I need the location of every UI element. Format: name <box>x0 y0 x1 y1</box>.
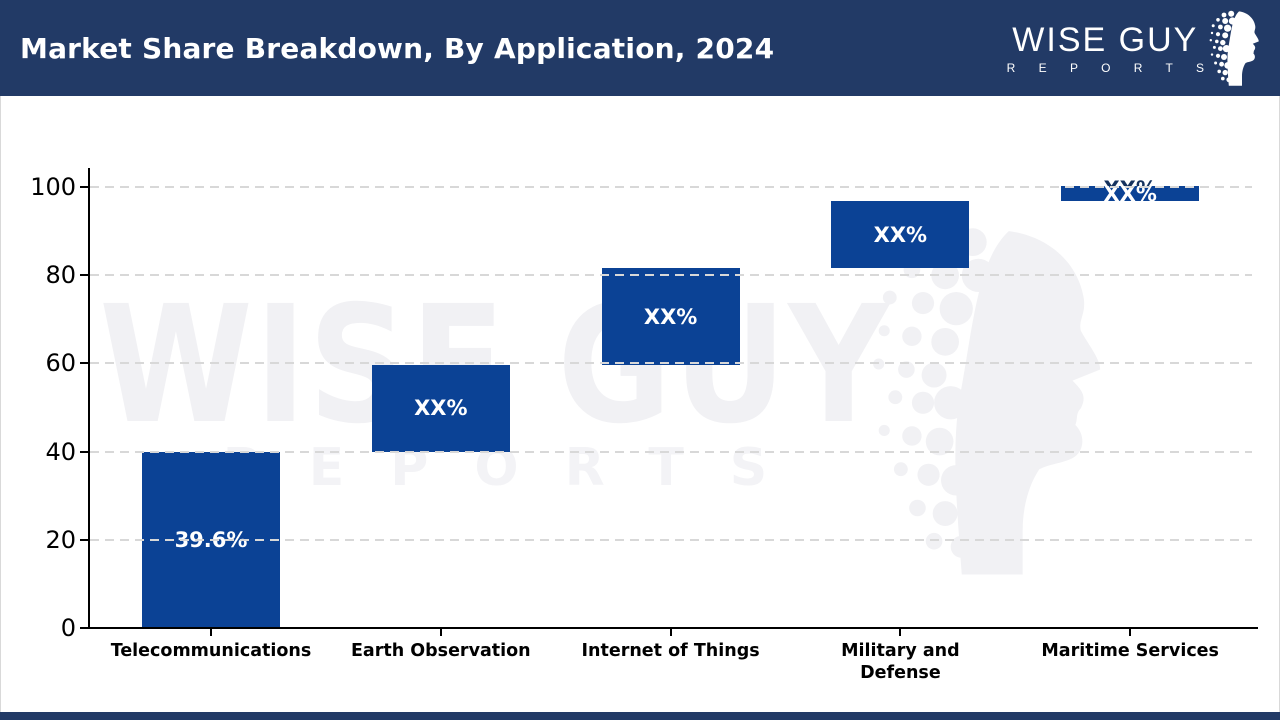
x-axis-line <box>87 627 1258 629</box>
page-title: Market Share Breakdown, By Application, … <box>20 31 775 65</box>
y-tick-label: 20 <box>45 525 76 554</box>
x-tick-mark <box>439 629 442 636</box>
bar-value-label: XX% <box>873 222 928 247</box>
y-axis-line <box>88 168 90 629</box>
gridline <box>90 538 1252 541</box>
y-tick-label: 100 <box>30 173 76 201</box>
y-tick-label: 80 <box>45 261 76 290</box>
bar-earth-observation: XX% <box>371 364 510 453</box>
y-tick-mark <box>80 538 88 541</box>
y-tick-label: 40 <box>45 437 76 466</box>
x-category-label: Maritime Services <box>1041 641 1219 661</box>
bar-value-label: XX% <box>414 396 468 421</box>
brand-logo: WISE GUY R E P O R T S <box>997 8 1266 88</box>
footer-bar <box>0 712 1280 720</box>
x-category-label: Telecommunications <box>110 641 312 661</box>
y-tick-label: 60 <box>45 349 76 378</box>
y-tick-mark <box>80 450 88 453</box>
x-tick-mark <box>899 629 902 636</box>
header-bar: Market Share Breakdown, By Application, … <box>0 0 1280 96</box>
gridline <box>90 186 1252 188</box>
x-tick-mark <box>669 629 672 636</box>
bar-value-label: XX% <box>1103 186 1157 201</box>
y-tick-mark <box>80 627 88 629</box>
x-category-label: Military and Defense <box>841 641 960 683</box>
gridline <box>90 362 1252 365</box>
gridline <box>90 450 1252 453</box>
bar-military-and-defense: XX% <box>831 200 970 269</box>
x-tick-mark <box>210 629 212 636</box>
bar-internet-of-things: XX% <box>601 268 740 365</box>
y-tick-label: 0 <box>60 614 76 642</box>
x-category-label: Earth Observation <box>350 641 531 661</box>
brand-name: WISE GUY <box>1012 21 1199 59</box>
plot-area: 02040608010039.6%XX%XX%XX%XX%XX%Telecomm… <box>0 96 1280 712</box>
bar-maritime-services: XX% <box>1061 186 1200 201</box>
x-tick-mark <box>1129 629 1132 636</box>
brand-head-icon <box>1209 10 1259 86</box>
y-tick-mark <box>80 274 88 277</box>
y-tick-mark <box>80 186 88 188</box>
x-category-label: Internet of Things <box>581 641 760 661</box>
y-tick-mark <box>80 362 88 365</box>
brand-subtitle: R E P O R T S <box>1006 61 1214 75</box>
bar-value-label: XX% <box>643 304 698 329</box>
gridline <box>90 274 1252 277</box>
brand-logo-text: WISE GUY R E P O R T S <box>997 21 1214 75</box>
